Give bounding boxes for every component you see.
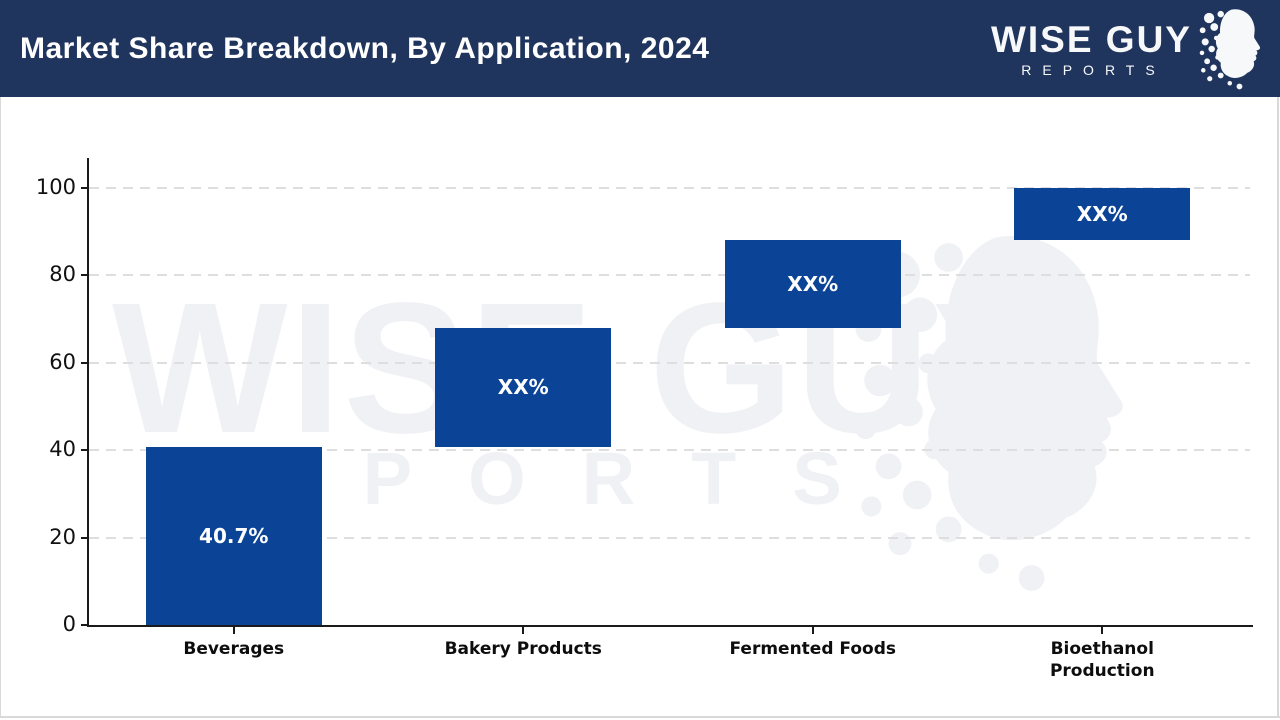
y-tick-label-0: 0 <box>62 612 76 636</box>
category-label-4: Bioethanol Production <box>1049 639 1155 682</box>
gridline-20 <box>89 536 1250 539</box>
logo-text: WISE GUY REPORTS <box>991 21 1192 77</box>
bottom-divider <box>0 716 1280 718</box>
gridline-60 <box>89 361 1250 364</box>
bar-value-label-4: XX% <box>1076 201 1128 226</box>
bar-value-label-3: XX% <box>787 271 839 296</box>
logo-wordmark: WISE GUY <box>990 19 1192 60</box>
y-tick-label-80: 80 <box>49 262 76 286</box>
left-border <box>0 97 1 718</box>
gridline-40 <box>89 449 1250 451</box>
chart-title: Market Share Breakdown, By Application, … <box>20 31 710 65</box>
category-label-3: Fermented Foods <box>729 639 897 659</box>
gridline-80 <box>89 274 1250 276</box>
y-axis <box>87 158 89 627</box>
logo-subtitle: REPORTS <box>1021 62 1166 78</box>
x-tick-1 <box>232 627 235 634</box>
x-axis <box>87 625 1253 627</box>
x-axis-labels: Beverages Bakery Products Fermented Foods B… <box>89 638 1247 682</box>
gridline-100 <box>89 186 1250 189</box>
right-border <box>1277 97 1279 718</box>
bar-segment-2: XX% <box>435 327 612 447</box>
y-tick-40 <box>81 449 87 451</box>
logo-face-icon <box>1199 9 1261 90</box>
x-tick-3 <box>811 627 814 634</box>
y-tick-label-60: 60 <box>49 349 76 374</box>
bar-segment-3: XX% <box>724 240 901 328</box>
x-tick-2 <box>522 627 525 634</box>
y-tick-60 <box>81 361 87 364</box>
category-label-2: Bakery Products <box>444 639 602 659</box>
y-tick-0 <box>81 624 87 626</box>
x-tick-4 <box>1101 627 1104 634</box>
y-tick-20 <box>81 536 87 539</box>
y-tick-80 <box>81 274 87 276</box>
y-tick-label-40: 40 <box>49 437 76 461</box>
bar-segment-4: XX% <box>1014 187 1191 240</box>
y-tick-label-100: 100 <box>35 174 76 199</box>
bar-segment-1: 40.7% <box>145 446 322 625</box>
wise-guy-reports-logo: WISE GUY REPORTS <box>991 6 1270 92</box>
header-bar: Market Share Breakdown, By Application, … <box>0 0 1280 97</box>
y-tick-label-20: 20 <box>49 524 76 549</box>
y-tick-100 <box>81 186 87 189</box>
bar-value-label-2: XX% <box>497 375 549 400</box>
category-label-1: Beverages <box>183 639 285 659</box>
bar-value-label-1: 40.7% <box>199 523 269 548</box>
